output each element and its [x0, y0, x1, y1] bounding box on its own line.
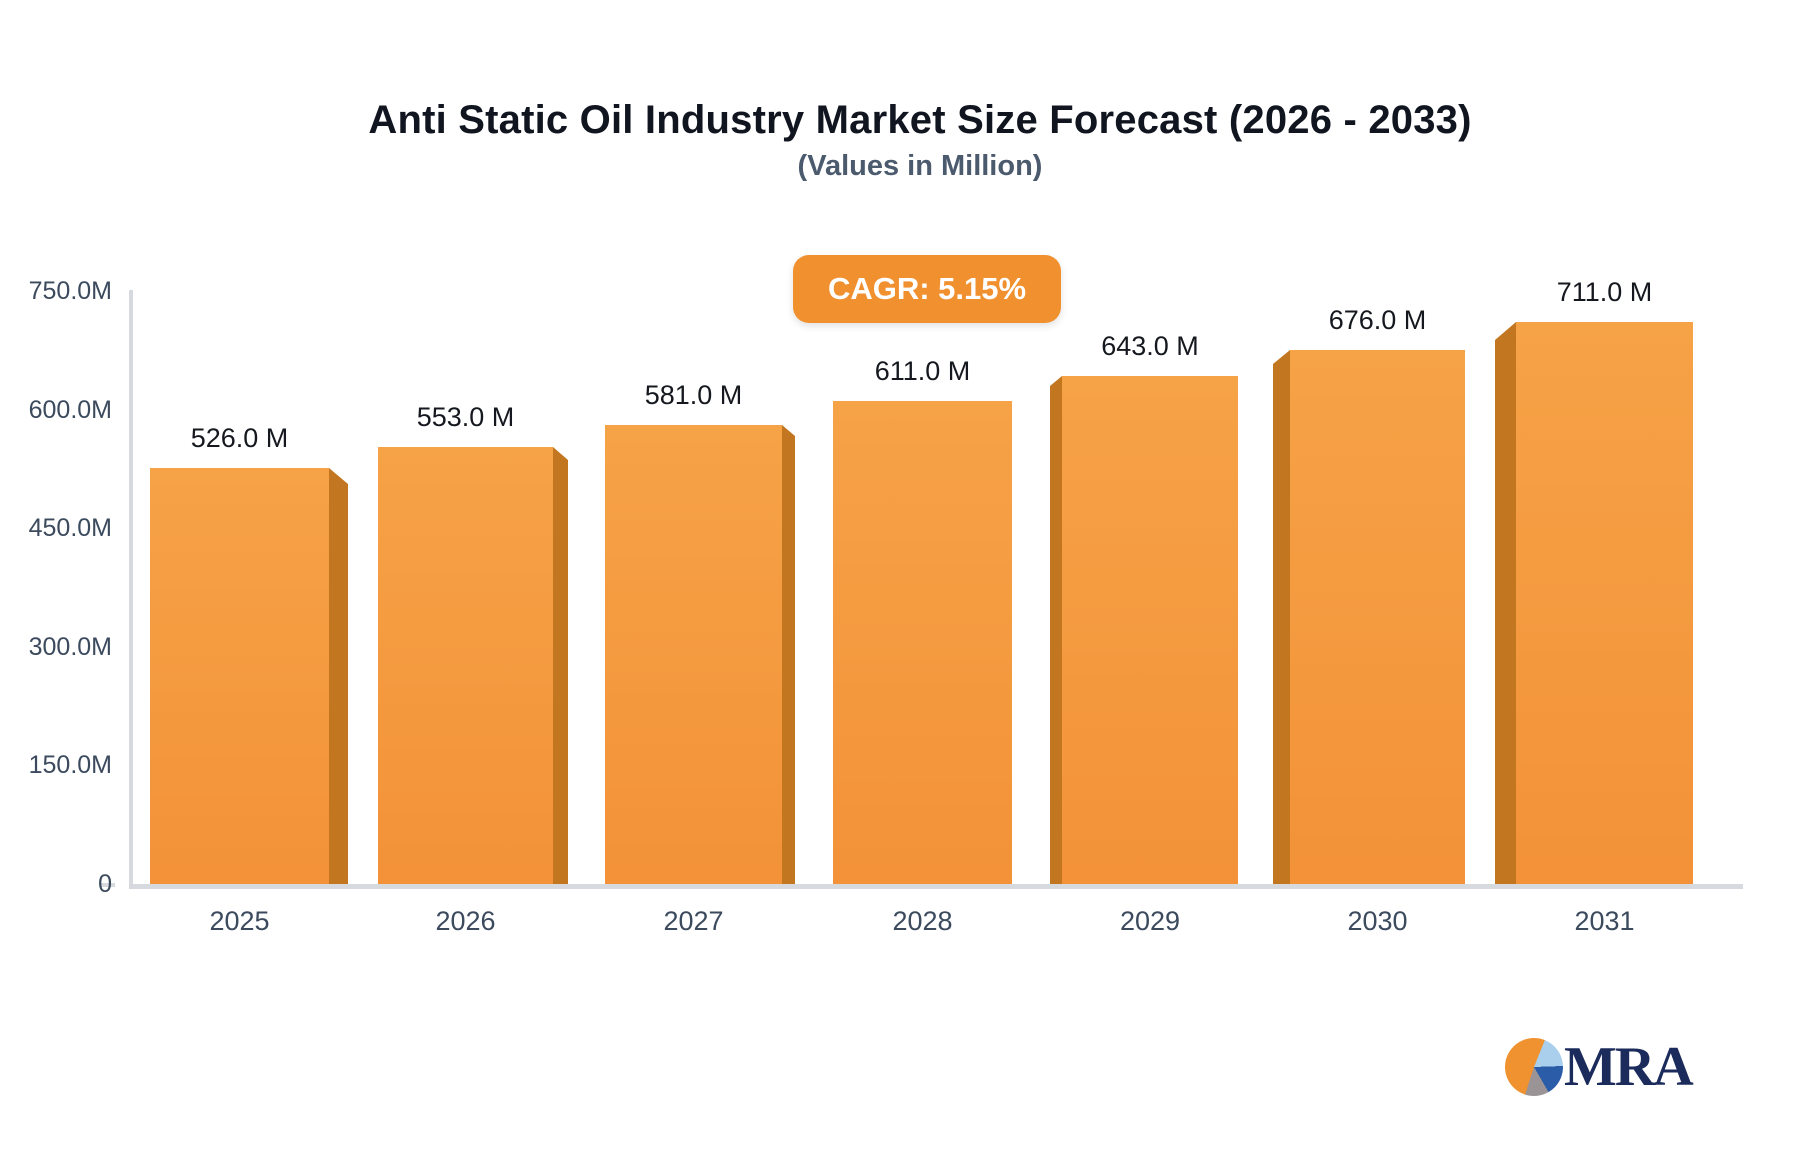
- bar-2025: [150, 468, 329, 884]
- bar-value-label: 526.0 M: [190, 423, 289, 453]
- y-tick-label: 300.0M: [28, 633, 112, 661]
- bar-side-panel-2027: [782, 425, 795, 884]
- x-tick-label-2027: 2027: [663, 906, 724, 936]
- bar-2031: [1516, 322, 1693, 884]
- bar-side-panel-2026: [553, 447, 568, 884]
- x-tick-label-2026: 2026: [435, 906, 496, 936]
- bar-2030: [1290, 350, 1465, 884]
- bar-value-label: 611.0 M: [874, 356, 971, 386]
- y-tick-label: 600.0M: [28, 396, 112, 424]
- bar-2028: [833, 401, 1012, 884]
- bar-value-label: 711.0 M: [1556, 277, 1653, 307]
- bar-side-panel-2029: [1050, 376, 1062, 884]
- y-tick-label: 450.0M: [28, 514, 112, 542]
- bar-value-label: 643.0 M: [1101, 331, 1199, 361]
- x-tick-label-2025: 2025: [209, 906, 270, 936]
- brand-logo: MRA: [1505, 1036, 1694, 1098]
- bar-2029: [1062, 376, 1238, 884]
- bar-value-label: 581.0 M: [644, 380, 743, 410]
- bar-value-label: 676.0 M: [1328, 305, 1427, 335]
- y-tick-label: 150.0M: [28, 751, 112, 779]
- x-tick-label-2031: 2031: [1574, 906, 1635, 936]
- chart-title: Anti Static Oil Industry Market Size For…: [368, 98, 1472, 142]
- y-axis-line: [129, 290, 133, 886]
- x-tick-label-2028: 2028: [892, 906, 953, 936]
- bar-side-panel-2030: [1273, 350, 1290, 884]
- brand-logo-text: MRA: [1564, 1036, 1694, 1098]
- y-tick-label: 750.0M: [28, 277, 112, 305]
- x-tick-label-2029: 2029: [1119, 906, 1181, 936]
- bar-side-panel-2031: [1495, 322, 1516, 884]
- bar-value-label: 553.0 M: [416, 402, 515, 432]
- bar-2027: [605, 425, 782, 884]
- bar-2026: [378, 447, 553, 884]
- zero-tick-mark: [100, 883, 115, 887]
- y-tick-label: 0: [98, 870, 112, 898]
- bar-side-panel-2025: [329, 468, 348, 884]
- x-tick-label-2030: 2030: [1347, 906, 1408, 936]
- pie-chart-logo-icon: [1505, 1038, 1563, 1096]
- chart-subtitle: (Values in Million): [797, 150, 1043, 182]
- cagr-badge: CAGR: 5.15%: [793, 255, 1061, 323]
- x-axis-line: [129, 884, 1743, 889]
